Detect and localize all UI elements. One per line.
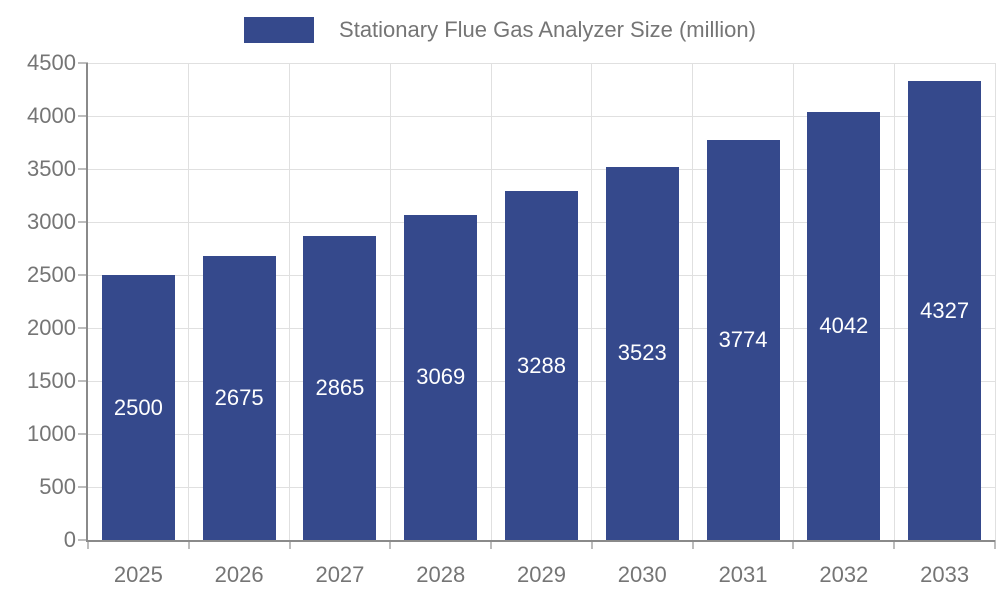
y-axis-tick-2000 <box>78 327 88 329</box>
y-tick-label-3000: 3000 <box>27 209 76 234</box>
y-tick-label-2000: 2000 <box>27 315 76 340</box>
x-axis-tick-7 <box>792 540 795 549</box>
bar-2031 <box>706 139 780 540</box>
bar-value-2029: 3288 <box>517 352 566 378</box>
x-tick-label-2027: 2027 <box>315 562 365 587</box>
bar-value-2026: 2675 <box>214 385 264 411</box>
bar-2028 <box>404 214 478 540</box>
x-tick-label-2028: 2028 <box>416 562 466 587</box>
x-axis-tick-4 <box>490 540 493 549</box>
y-tick-label-4500: 4500 <box>27 50 76 75</box>
x-tick-label-2032: 2032 <box>819 562 869 587</box>
x-tick-label-2030: 2030 <box>617 562 667 587</box>
gridline-y-3500 <box>88 168 995 170</box>
gridline-x-2 <box>289 63 291 540</box>
bar-value-2032: 4042 <box>819 312 869 338</box>
x-axis-tick-3 <box>389 540 392 549</box>
x-axis-tick-0 <box>87 540 89 549</box>
gridline-x-9 <box>994 63 996 540</box>
x-axis-line <box>86 540 995 542</box>
y-tick-label-1000: 1000 <box>27 421 76 446</box>
x-tick-label-2025: 2025 <box>113 562 163 587</box>
legend-swatch <box>244 17 315 43</box>
y-tick-label-3500: 3500 <box>27 156 76 181</box>
y-axis-tick-4500 <box>78 62 88 64</box>
bar-2026 <box>202 256 276 540</box>
y-axis-tick-3500 <box>78 168 88 170</box>
y-axis-tick-2500 <box>78 274 88 276</box>
gridline-y-4000 <box>88 115 995 117</box>
bar-2030 <box>605 166 679 540</box>
bar-value-2033: 4327 <box>920 297 970 323</box>
gridline-x-4 <box>490 63 492 540</box>
y-axis-tick-0 <box>78 539 88 541</box>
y-axis-tick-1500 <box>78 380 88 382</box>
gridline-x-8 <box>893 63 895 540</box>
y-tick-label-2500: 2500 <box>27 262 76 287</box>
y-axis-tick-1000 <box>78 433 88 435</box>
x-axis-tick-9 <box>994 540 996 549</box>
y-tick-label-1500: 1500 <box>27 368 76 393</box>
bar-value-2025: 2500 <box>113 394 163 420</box>
y-axis-tick-3000 <box>78 221 88 223</box>
bar-2029 <box>505 191 578 540</box>
bar-value-2027: 2865 <box>315 375 365 401</box>
gridline-x-1 <box>188 63 190 540</box>
y-tick-label-500: 500 <box>39 474 76 499</box>
bar-2027 <box>303 236 377 540</box>
bar-2033 <box>908 81 982 540</box>
gridline-x-5 <box>591 63 593 540</box>
y-axis-tick-4000 <box>78 115 88 117</box>
y-axis-tick-500 <box>78 486 88 488</box>
legend-label: Stationary Flue Gas Analyzer Size (milli… <box>339 17 756 42</box>
gridline-y-4500 <box>88 62 995 64</box>
bar-value-2030: 3523 <box>617 340 667 366</box>
x-axis-tick-1 <box>187 540 190 549</box>
x-axis-tick-5 <box>590 540 593 549</box>
x-tick-label-2029: 2029 <box>517 562 566 587</box>
x-tick-label-2031: 2031 <box>718 562 768 587</box>
bar-value-2031: 3774 <box>718 326 768 352</box>
gridline-x-6 <box>692 63 694 540</box>
gridline-x-7 <box>792 63 794 540</box>
legend: Stationary Flue Gas Analyzer Size (milli… <box>0 15 1000 45</box>
gridline-x-3 <box>389 63 391 540</box>
x-axis-tick-8 <box>893 540 896 549</box>
plot-area: 0 500 1000 1500 2000 2500 3000 3500 4000 4500 2500… <box>27 50 996 587</box>
x-tick-label-2033: 2033 <box>920 562 970 587</box>
x-tick-label-2026: 2026 <box>214 562 264 587</box>
bar-2025 <box>101 275 175 540</box>
y-tick-label-4000: 4000 <box>27 103 76 128</box>
bar-value-2028: 3069 <box>416 364 466 390</box>
y-tick-label-0: 0 <box>63 527 76 552</box>
x-axis-tick-6 <box>691 540 694 549</box>
x-axis-tick-2 <box>288 540 291 549</box>
bar-2032 <box>807 111 881 540</box>
y-axis-line <box>86 63 88 542</box>
